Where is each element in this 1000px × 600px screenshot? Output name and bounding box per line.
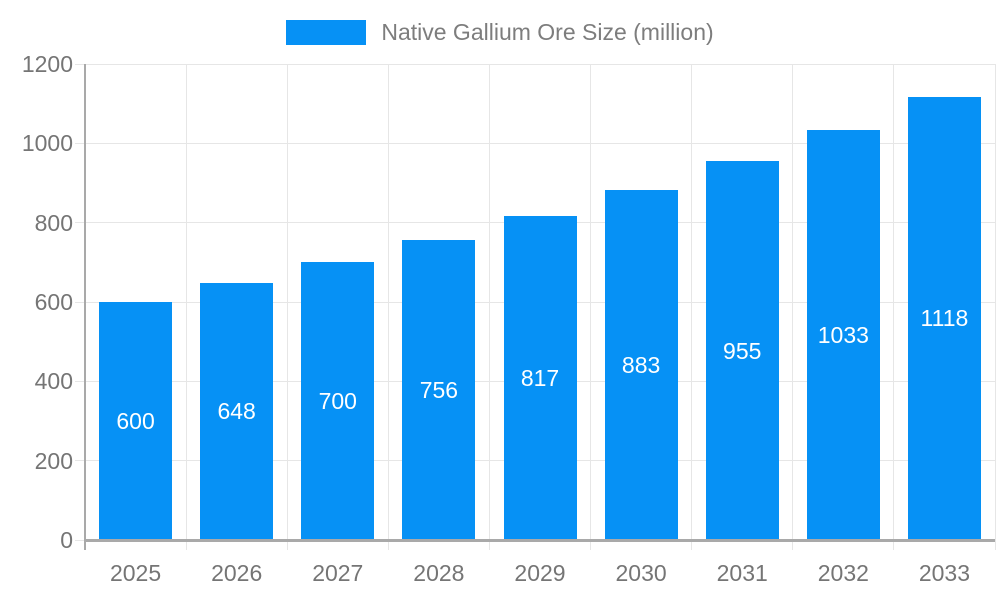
bar-value-label: 756 bbox=[419, 377, 459, 404]
x-tick-label: 2029 bbox=[514, 560, 566, 586]
bar-2025[interactable] bbox=[99, 302, 173, 540]
bar-2027[interactable] bbox=[301, 262, 375, 540]
bar-2032[interactable] bbox=[806, 130, 880, 540]
x-tick bbox=[387, 540, 389, 550]
bar-value-label: 883 bbox=[621, 351, 661, 378]
x-tick-label: 2026 bbox=[211, 560, 263, 586]
x-gridline bbox=[286, 64, 288, 540]
bar-value-label: 1033 bbox=[817, 322, 869, 349]
legend-label: Native Gallium Ore Size (million) bbox=[381, 18, 714, 45]
y-gridline bbox=[85, 63, 995, 65]
x-tick bbox=[893, 540, 895, 550]
x-tick-label: 2027 bbox=[312, 560, 364, 586]
y-tick bbox=[75, 539, 85, 541]
y-tick bbox=[75, 301, 85, 303]
x-tick-label: 2031 bbox=[716, 560, 768, 586]
x-gridline bbox=[590, 64, 592, 540]
legend-swatch bbox=[286, 19, 367, 45]
x-tick-label: 2033 bbox=[918, 560, 971, 586]
y-tick-label: 1000 bbox=[21, 130, 73, 157]
bar-2030[interactable] bbox=[604, 189, 678, 540]
x-tick bbox=[792, 540, 794, 550]
x-gridline bbox=[488, 64, 490, 540]
x-axis-line bbox=[84, 539, 995, 542]
x-tick-label: 2025 bbox=[109, 560, 162, 586]
y-tick-label: 1200 bbox=[21, 51, 73, 77]
bar-2026[interactable] bbox=[200, 282, 274, 540]
y-tick-label: 400 bbox=[34, 368, 73, 395]
x-gridline bbox=[893, 64, 895, 540]
x-tick bbox=[286, 540, 288, 550]
x-tick-label: 2032 bbox=[817, 560, 869, 586]
y-tick bbox=[75, 63, 85, 65]
chart-legend[interactable]: Native Gallium Ore Size (million) bbox=[0, 17, 1000, 47]
y-tick-label: 800 bbox=[34, 209, 73, 236]
x-gridline bbox=[792, 64, 794, 540]
x-tick-label: 2028 bbox=[413, 560, 465, 586]
x-gridline bbox=[994, 64, 996, 540]
y-tick-label: 0 bbox=[60, 527, 73, 553]
y-tick bbox=[75, 142, 85, 144]
y-tick bbox=[75, 460, 85, 462]
x-gridline bbox=[185, 64, 187, 540]
y-gridline bbox=[85, 142, 995, 144]
bar-value-label: 817 bbox=[520, 364, 560, 391]
x-tick bbox=[590, 540, 592, 550]
bar-value-label: 1118 bbox=[920, 305, 969, 332]
y-tick bbox=[75, 380, 85, 382]
bar-value-label: 648 bbox=[217, 398, 256, 425]
y-tick-label: 600 bbox=[34, 289, 73, 315]
bar-2028[interactable] bbox=[402, 240, 476, 540]
bar-value-label: 600 bbox=[116, 408, 155, 434]
y-axis-line bbox=[84, 64, 86, 550]
x-tick bbox=[185, 540, 187, 550]
x-tick bbox=[691, 540, 693, 550]
bar-value-label: 955 bbox=[723, 337, 762, 364]
x-gridline bbox=[387, 64, 389, 540]
y-tick-label: 200 bbox=[34, 447, 73, 474]
bar-value-label: 700 bbox=[318, 388, 357, 415]
y-tick bbox=[75, 222, 85, 224]
bar-2031[interactable] bbox=[705, 161, 779, 540]
x-tick bbox=[488, 540, 490, 550]
x-tick-label: 2030 bbox=[615, 560, 667, 586]
bar-2033[interactable] bbox=[907, 96, 981, 540]
x-tick bbox=[994, 540, 996, 550]
bar-2029[interactable] bbox=[503, 215, 577, 540]
x-gridline bbox=[691, 64, 693, 540]
